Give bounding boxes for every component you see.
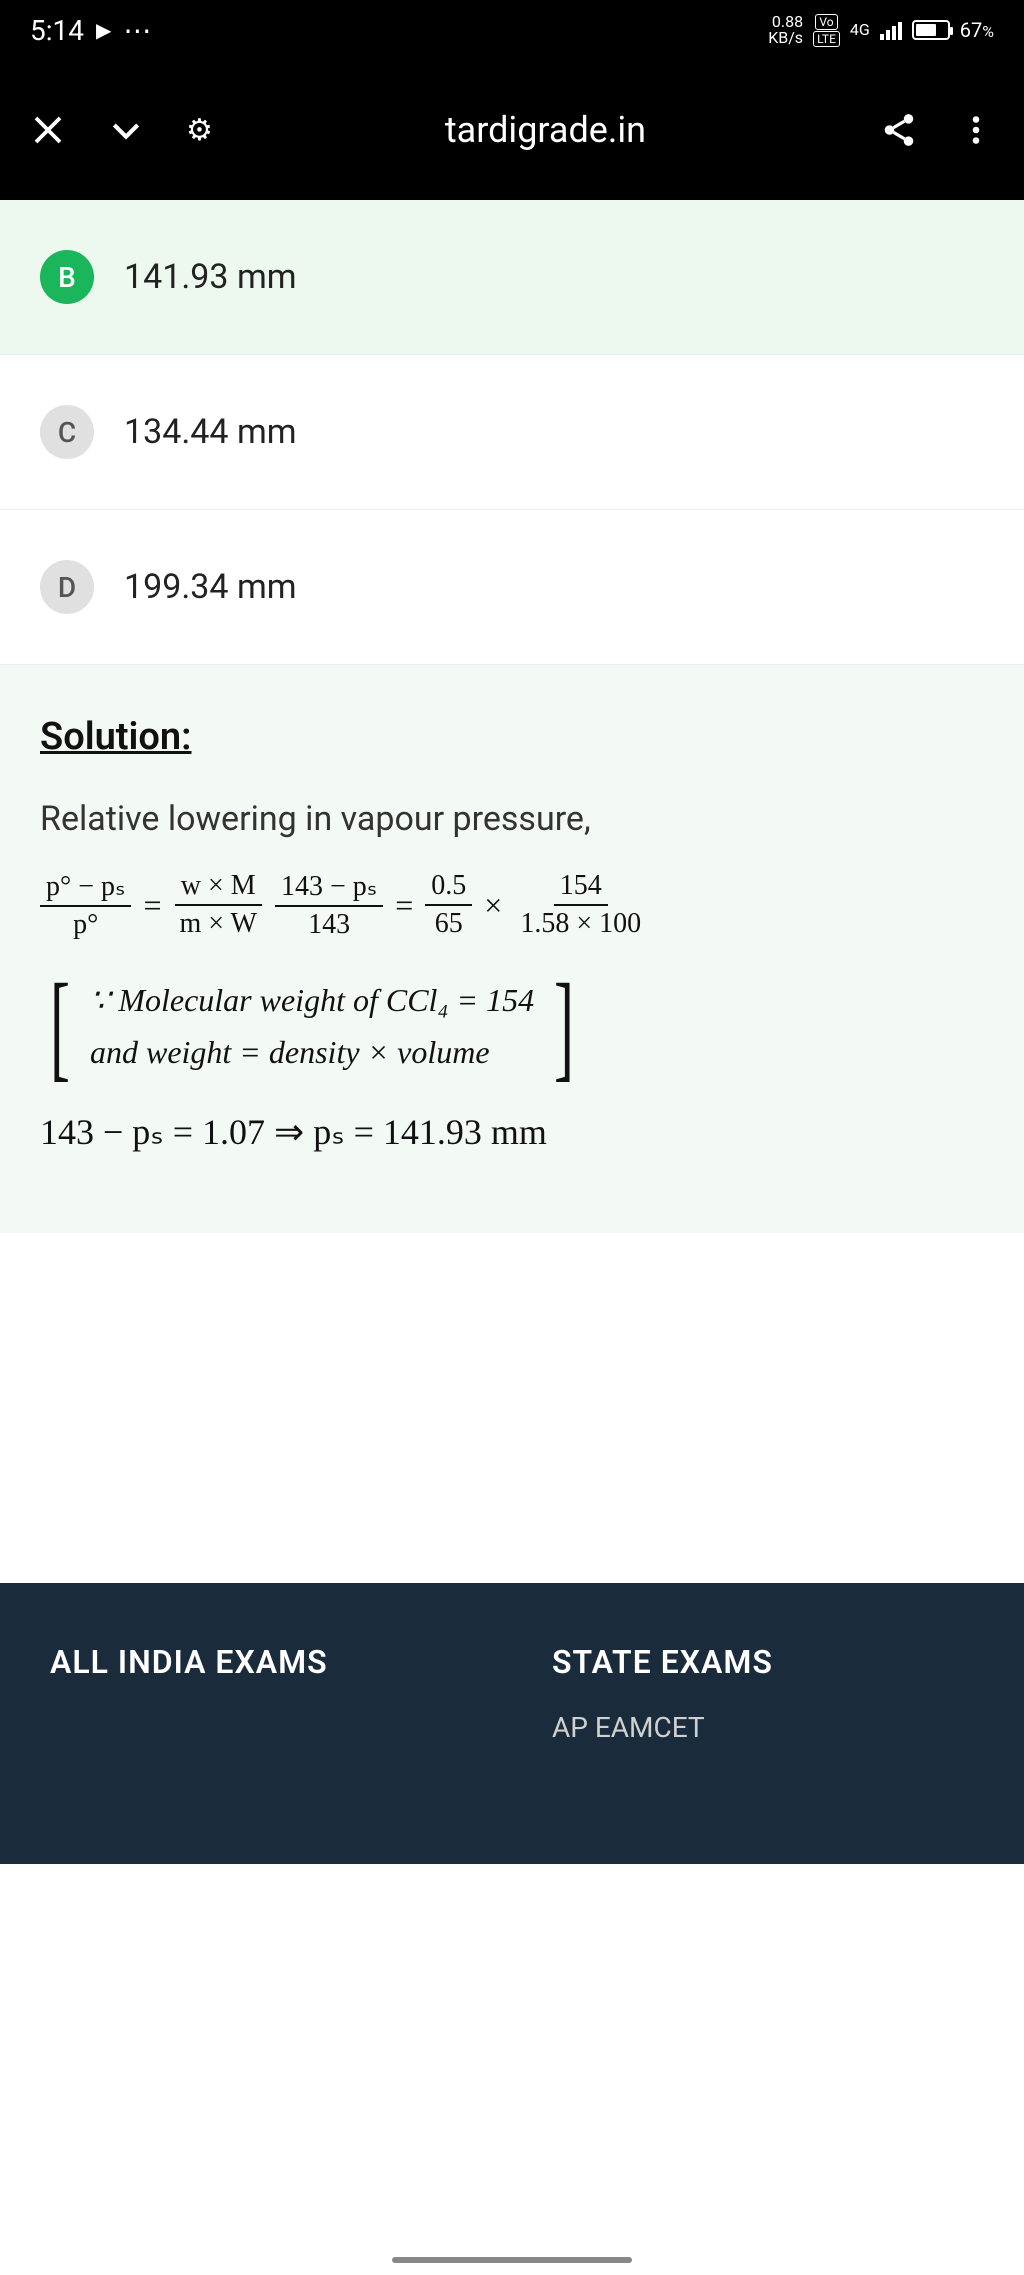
option-badge-c: C	[40, 405, 94, 459]
option-text-b: 141.93 mm	[124, 257, 297, 297]
solution-intro: Relative lowering in vapour pressure,	[40, 799, 984, 839]
option-d[interactable]: D 199.34 mm	[0, 510, 1024, 665]
bracket-line-2: and weight = density × volume	[90, 1034, 534, 1071]
option-badge-d: D	[40, 560, 94, 614]
more-vert-icon[interactable]	[958, 112, 994, 148]
left-bracket-icon: [	[50, 966, 70, 1086]
spacer	[0, 1233, 1024, 1583]
footer-heading-all-india[interactable]: ALL INDIA EXAMS	[50, 1643, 472, 1681]
chevron-down-icon[interactable]	[106, 110, 146, 150]
footer-heading-state[interactable]: STATE EXAMS	[552, 1643, 974, 1681]
frac-5: 154 1.58 × 100	[514, 870, 647, 940]
final-equation: 143 − pₛ = 1.07 ⇒ pₛ = 141.93 mm	[40, 1111, 984, 1153]
url-text[interactable]: tardigrade.in	[251, 109, 840, 151]
site-settings-icon[interactable]: ⚙	[186, 113, 211, 148]
right-bracket-icon: ]	[554, 966, 574, 1086]
share-icon[interactable]	[880, 111, 918, 149]
solution-heading: Solution:	[40, 715, 984, 759]
more-dots-icon: ⋯	[123, 14, 151, 47]
footer-col-2: STATE EXAMS AP EAMCET	[552, 1643, 974, 1764]
option-b[interactable]: B 141.93 mm	[0, 200, 1024, 355]
bracket-line-1: ∵ Molecular weight of CCl₄ = 154	[90, 981, 534, 1019]
frac-3: 143 − pₛ 143	[275, 869, 383, 941]
equation-main: p° − pₛ p° = w × M m × W 143 − pₛ 143 = …	[40, 869, 984, 941]
status-time: 5:14	[30, 14, 84, 47]
footer-link-ap-eamcet[interactable]: AP EAMCET	[552, 1711, 974, 1744]
solution-section: Solution: Relative lowering in vapour pr…	[0, 665, 1024, 1233]
close-icon[interactable]	[30, 112, 66, 148]
browser-bar: ⚙ tardigrade.in	[0, 60, 1024, 200]
bracket-note: [ ∵ Molecular weight of CCl₄ = 154 and w…	[40, 966, 984, 1086]
footer: ALL INDIA EXAMS STATE EXAMS AP EAMCET	[0, 1583, 1024, 1864]
network-4g: 4G	[850, 22, 870, 38]
footer-col-1: ALL INDIA EXAMS	[50, 1643, 472, 1764]
frac-2: w × M m × W	[173, 870, 263, 940]
data-rate: 0.88 KB/s	[768, 14, 803, 46]
status-bar: 5:14 ▶ ⋯ 0.88 KB/s Vo LTE 4G 67%	[0, 0, 1024, 60]
vo-lte: Vo LTE	[813, 14, 840, 47]
status-right: 0.88 KB/s Vo LTE 4G 67%	[768, 14, 994, 47]
option-text-c: 134.44 mm	[124, 412, 297, 452]
signal-icon	[880, 20, 902, 40]
frac-1: p° − pₛ p°	[40, 869, 131, 941]
battery-pct: 67%	[960, 18, 994, 42]
option-c[interactable]: C 134.44 mm	[0, 355, 1024, 510]
youtube-icon: ▶	[96, 18, 111, 42]
nav-handle[interactable]	[392, 2257, 632, 2263]
option-badge-b: B	[40, 250, 94, 304]
status-left: 5:14 ▶ ⋯	[30, 14, 151, 47]
battery-icon	[912, 20, 950, 40]
option-text-d: 199.34 mm	[124, 567, 297, 607]
frac-4: 0.5 65	[425, 870, 472, 940]
